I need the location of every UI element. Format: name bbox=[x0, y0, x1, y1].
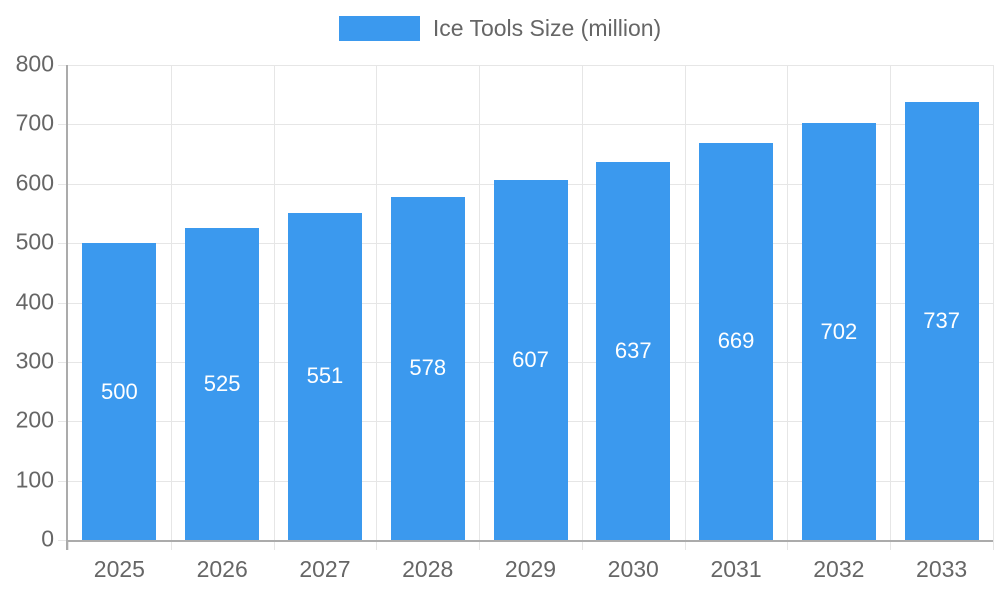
bar-value-label: 551 bbox=[306, 363, 344, 389]
gridline-vertical bbox=[993, 65, 994, 540]
y-axis-tick bbox=[58, 65, 68, 66]
gridline-vertical bbox=[684, 65, 686, 540]
x-axis-label-2025: 2025 bbox=[93, 556, 145, 582]
x-axis-label-2027: 2027 bbox=[299, 556, 351, 582]
gridline-horizontal bbox=[68, 124, 993, 126]
bar-value-label: 637 bbox=[614, 337, 652, 363]
bar-value-label: 525 bbox=[203, 371, 241, 397]
bar-2026[interactable]: 525 bbox=[185, 228, 260, 540]
bar-value-label: 607 bbox=[512, 346, 549, 372]
y-axis-tick-label: 400 bbox=[15, 288, 54, 315]
bar-2025[interactable]: 500 bbox=[82, 243, 157, 540]
gridline-vertical bbox=[273, 65, 275, 540]
x-axis-label-2031: 2031 bbox=[710, 556, 762, 582]
bar-2027[interactable]: 551 bbox=[287, 212, 362, 540]
bar-value-label: 669 bbox=[717, 328, 755, 354]
y-axis-tick-label: 100 bbox=[15, 466, 54, 493]
x-axis-tick bbox=[479, 540, 481, 550]
x-axis-tick bbox=[170, 540, 172, 550]
x-axis-label-2028: 2028 bbox=[402, 556, 454, 582]
y-axis-tick-label: 200 bbox=[15, 406, 54, 433]
x-axis-line bbox=[66, 540, 993, 542]
bar-value-label: 702 bbox=[820, 318, 858, 344]
x-axis-label-2033: 2033 bbox=[916, 556, 968, 582]
y-axis-tick-label: 800 bbox=[15, 50, 54, 77]
gridline-vertical bbox=[170, 65, 172, 540]
y-axis-tick-label: 500 bbox=[15, 228, 54, 255]
x-axis-tick bbox=[890, 540, 892, 550]
y-axis-tick-label: 0 bbox=[41, 525, 54, 552]
x-axis-label-2032: 2032 bbox=[813, 556, 865, 582]
y-axis-tick bbox=[58, 421, 68, 423]
x-axis-tick bbox=[376, 540, 378, 550]
x-axis-label-2030: 2030 bbox=[607, 556, 659, 582]
chart-legend: Ice Tools Size (million) bbox=[0, 14, 1000, 42]
gridline-vertical bbox=[479, 65, 481, 540]
x-axis-tick bbox=[684, 540, 686, 550]
bar-2031[interactable]: 669 bbox=[699, 142, 774, 540]
gridline-vertical bbox=[581, 65, 583, 540]
bar-value-label: 578 bbox=[409, 355, 447, 381]
plot-area: 0 100 200 300 400 500 600 700 800 500 525 551 578 607… bbox=[16, 52, 994, 582]
y-axis-tick bbox=[58, 243, 68, 245]
x-axis-tick bbox=[787, 540, 789, 550]
y-axis-tick-label: 700 bbox=[15, 109, 54, 136]
y-axis-tick-label: 600 bbox=[15, 169, 54, 196]
y-axis-tick bbox=[58, 361, 68, 363]
legend-swatch bbox=[338, 15, 420, 41]
bar-value-label: 737 bbox=[923, 308, 960, 334]
y-axis-tick bbox=[58, 183, 68, 185]
x-axis-label-2026: 2026 bbox=[196, 556, 248, 582]
bar-2032[interactable]: 702 bbox=[801, 123, 876, 540]
x-axis-label-2029: 2029 bbox=[504, 556, 557, 582]
x-axis-tick bbox=[993, 540, 994, 550]
gridline-horizontal bbox=[68, 65, 993, 66]
y-axis-tick bbox=[58, 302, 68, 304]
y-axis-line bbox=[66, 65, 68, 550]
bar-2033[interactable]: 737 bbox=[904, 102, 979, 540]
bar-2030[interactable]: 637 bbox=[596, 161, 671, 540]
x-axis-tick bbox=[581, 540, 583, 550]
bar-value-label: 500 bbox=[101, 378, 138, 404]
y-axis-tick-label: 300 bbox=[15, 347, 54, 374]
bar-2029[interactable]: 607 bbox=[493, 179, 568, 540]
bar-2028[interactable]: 578 bbox=[390, 196, 465, 540]
x-axis-tick bbox=[273, 540, 275, 550]
gridline-vertical bbox=[890, 65, 892, 540]
gridline-vertical bbox=[787, 65, 789, 540]
gridline-vertical bbox=[376, 65, 378, 540]
x-axis-tick bbox=[68, 540, 69, 550]
y-axis-tick bbox=[58, 480, 68, 482]
y-axis-tick bbox=[58, 124, 68, 126]
legend-label: Ice Tools Size (million) bbox=[432, 15, 662, 41]
legend-item-ice-tools[interactable]: Ice Tools Size (million) bbox=[338, 14, 662, 42]
y-axis-tick bbox=[58, 540, 68, 541]
